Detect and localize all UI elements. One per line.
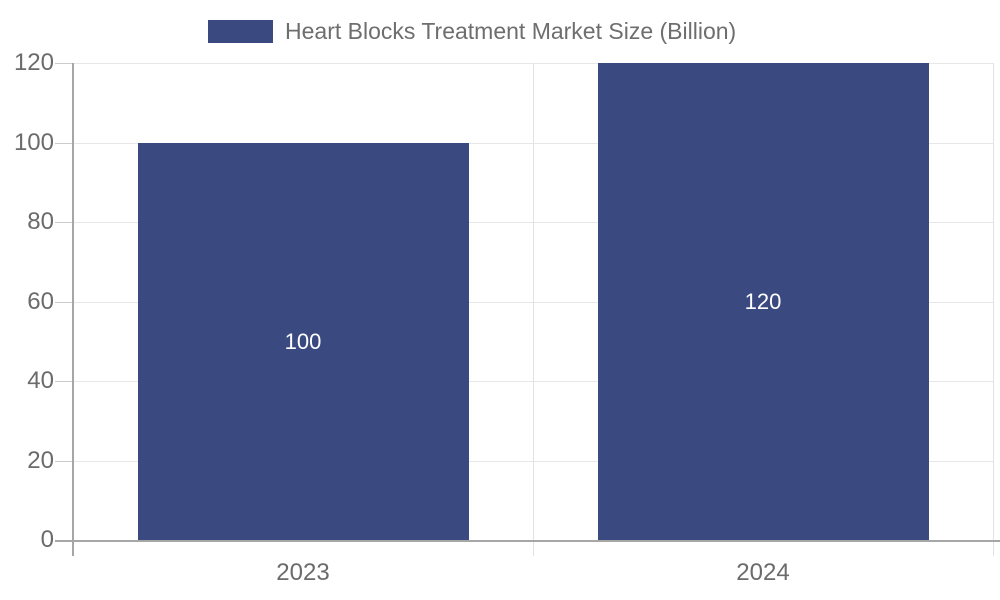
y-axis-line <box>72 63 74 556</box>
y-axis-tick <box>55 63 73 64</box>
y-axis-tick <box>55 381 73 382</box>
y-tick-label: 120 <box>13 49 54 76</box>
y-tick-label: 20 <box>27 447 54 474</box>
y-tick-label: 0 <box>40 526 54 553</box>
bar-value-label: 120 <box>744 289 782 314</box>
bar-2023[interactable] <box>138 143 469 540</box>
y-tick-label: 80 <box>27 208 54 235</box>
y-axis-tick <box>55 461 73 462</box>
category-boundary-line <box>993 63 994 556</box>
x-tick-label: 2024 <box>736 559 790 586</box>
y-tick-label: 40 <box>27 367 54 394</box>
legend-swatch <box>208 20 273 43</box>
legend[interactable]: Heart Blocks Treatment Market Size (Bill… <box>208 18 736 45</box>
bar-value-label: 100 <box>284 329 322 354</box>
y-tick-label: 100 <box>13 129 54 156</box>
y-tick-label: 60 <box>27 288 54 315</box>
y-axis-tick <box>55 143 73 144</box>
x-tick-label: 2023 <box>276 559 330 586</box>
x-axis-line <box>55 540 1000 542</box>
y-axis-tick <box>55 302 73 303</box>
bar-2024[interactable] <box>598 63 929 540</box>
y-axis-tick <box>55 222 73 223</box>
category-boundary-line <box>533 63 534 556</box>
legend-label: Heart Blocks Treatment Market Size (Bill… <box>285 18 737 44</box>
